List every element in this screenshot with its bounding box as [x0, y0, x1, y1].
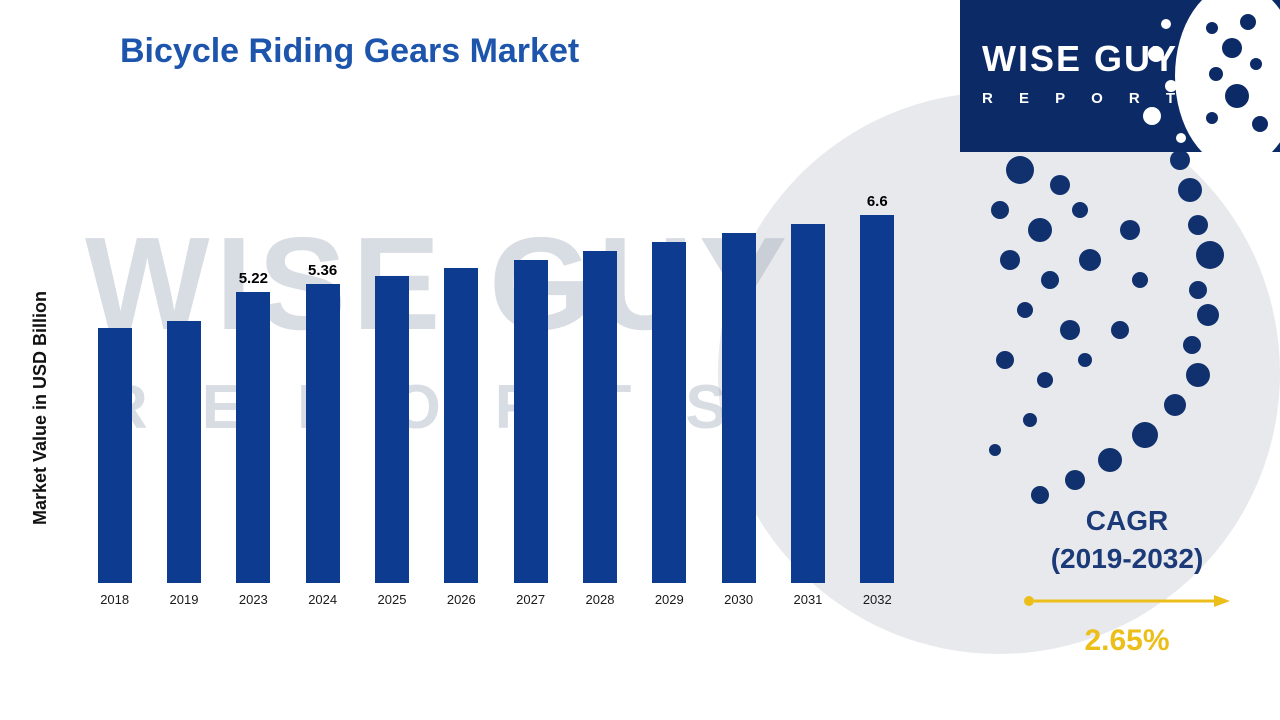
x-tick-label-2018: 2018 [100, 592, 130, 607]
bar-group-2023: 5.22 2023 [219, 176, 288, 608]
cagr-block: CAGR (2019-2032) 2.65% [982, 505, 1272, 658]
brand-face-icon [1143, 0, 1280, 152]
bar-group-2027: 2027 [496, 176, 565, 608]
bar-2025 [374, 276, 409, 583]
bar-value-label-2023: 5.22 [238, 270, 268, 287]
x-tick-label-2028: 2028 [585, 592, 615, 607]
x-tick-label-2023: 2023 [238, 592, 268, 607]
bar-group-2025: 2025 [357, 176, 426, 608]
bar-2023 [236, 292, 271, 583]
bar-2030 [721, 233, 756, 583]
brand-panel: WISE GUY R E P O R T S [960, 0, 1280, 152]
cagr-value: 2.65% [1084, 624, 1170, 657]
x-tick-label-2032: 2032 [862, 592, 892, 607]
bar-value-label-2024: 5.36 [308, 262, 338, 279]
x-tick-label-2027: 2027 [516, 592, 546, 607]
bar-group-2029: 2029 [635, 176, 704, 608]
bar-group-2032: 6.6 2032 [843, 176, 912, 608]
y-axis-label: Market Value in USD Billion [30, 290, 50, 526]
page-title: Bicycle Riding Gears Market [120, 32, 580, 70]
bar-2018 [97, 328, 132, 583]
x-tick-label-2024: 2024 [308, 592, 338, 607]
x-tick-label-2031: 2031 [793, 592, 823, 607]
bar-group-2018: 2018 [80, 176, 149, 608]
bar-2029 [652, 242, 687, 583]
cagr-range: (2019-2032) [1050, 543, 1204, 574]
brand-name: WISE GUY [982, 38, 1179, 79]
bar-group-2019: 2019 [149, 176, 218, 608]
bar-2024 [305, 284, 340, 583]
bar-2028 [582, 251, 617, 583]
bar-group-2024: 5.36 2024 [288, 176, 357, 608]
x-tick-label-2026: 2026 [446, 592, 476, 607]
brand-subtitle: R E P O R T S [982, 90, 1223, 107]
x-tick-label-2030: 2030 [724, 592, 754, 607]
bar-2019 [166, 321, 201, 583]
bar-2026 [444, 268, 479, 583]
watermark-line2: REPORTS [103, 373, 781, 442]
x-tick-label-2019: 2019 [169, 592, 199, 607]
brand-text-block: WISE GUY R E P O R T S [982, 38, 1222, 107]
bar-series: 2018 2019 5.22 2023 5.36 2024 2025 2026 2027 2028… [80, 176, 912, 608]
bar-2031 [790, 224, 825, 583]
bar-value-label-2032: 6.6 [866, 193, 888, 210]
x-tick-label-2025: 2025 [377, 592, 407, 607]
bar-group-2031: 2031 [773, 176, 842, 608]
bar-chart: 2018 2019 5.22 2023 5.36 2024 2025 2026 2027 2028… [80, 176, 912, 608]
bar-2032 [860, 215, 895, 583]
bar-group-2030: 2030 [704, 176, 773, 608]
bar-group-2026: 2026 [427, 176, 496, 608]
bar-2027 [513, 260, 548, 583]
cagr-arrow-icon [1024, 595, 1230, 607]
x-tick-label-2029: 2029 [654, 592, 684, 607]
cagr-label: CAGR [1085, 505, 1169, 536]
bar-group-2028: 2028 [565, 176, 634, 608]
head-dots-decoration [989, 150, 1224, 504]
